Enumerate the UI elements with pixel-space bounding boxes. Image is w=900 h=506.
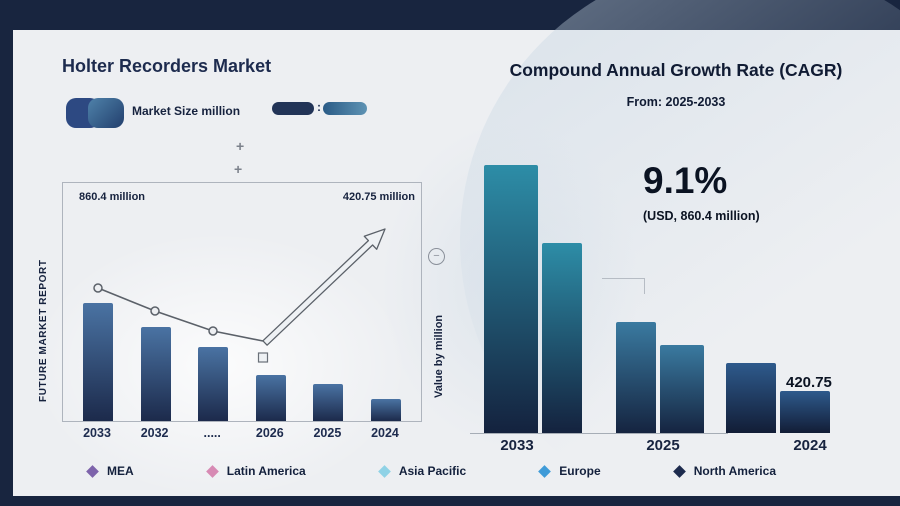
cagr-bar-group-2025 — [616, 322, 704, 433]
market-size-x-axis: 2033 2032..... 2026 2025 2024 — [62, 426, 420, 440]
legend-label: MEA — [107, 464, 134, 478]
cagr-bar-2024-primary — [726, 363, 776, 433]
market-size-legend-icon — [66, 98, 124, 128]
cagr-x-tick-2025: 2025 — [646, 437, 680, 454]
cagr-bar-2033-primary — [484, 165, 538, 433]
plus-decoration-icon: + — [234, 161, 243, 177]
legend-item-asia-pacific: Asia Pacific — [377, 464, 467, 478]
left-chart-title: Holter Recorders Market — [62, 56, 272, 76]
market-size-bar-2025 — [313, 384, 344, 421]
cagr-bar-2025-primary — [616, 322, 656, 433]
legend-label: North America — [693, 464, 776, 478]
market-size-bar-2024 — [370, 399, 401, 421]
cagr-x-tick-2033: 2033 — [500, 437, 534, 454]
decorative-pill-gradient — [323, 102, 367, 115]
x-tick-label: ..... — [203, 426, 221, 440]
legend-diamond-icon — [672, 464, 686, 478]
cagr-bar-2024-secondary — [780, 391, 830, 433]
cagr-bar-2033-secondary — [542, 243, 582, 433]
x-tick-label: 2033 — [83, 426, 111, 440]
cagr-usd-note: (USD, 860.4 million) — [643, 209, 760, 223]
market-size-chart: 860.4 million 420.75 million — [62, 182, 422, 422]
market-size-bar-2032 — [140, 327, 171, 421]
right-y-axis-label: Value by million — [433, 314, 445, 398]
x-tick-label: 2032 — [140, 426, 169, 440]
legend-item-europe: Europe — [538, 464, 601, 478]
market-size-bar-2026 — [255, 375, 286, 421]
legend-diamond-icon — [86, 464, 99, 478]
left-navy-strip — [0, 30, 13, 496]
left-y-axis-label: FUTURE MARKET REPORT — [38, 259, 49, 402]
legend-label: Latin America — [226, 464, 306, 478]
decorative-pill-navy — [272, 102, 314, 115]
cagr-bar-group-2024 — [726, 363, 830, 433]
market-size-legend-label: Market Size million — [132, 104, 241, 118]
cagr-subtitle: From: 2025-2033 — [626, 95, 726, 109]
cagr-x-tick-2024: 2024 — [793, 437, 827, 454]
legend-label: Asia Pacific — [398, 464, 467, 478]
x-tick-label: 2025 — [313, 426, 342, 440]
bottom-navy-bar — [0, 496, 900, 506]
legend-item-mea: MEA — [86, 464, 134, 478]
plus-decoration-icon: + — [236, 138, 245, 154]
circle-minus-decoration-icon: − — [428, 248, 445, 265]
legend-item-latin-america: Latin America — [205, 464, 306, 478]
cagr-x-axis-line — [470, 433, 728, 434]
cagr-bar-group-2033 — [484, 165, 582, 433]
legend-diamond-icon — [538, 464, 552, 478]
corner-bracket-decoration — [602, 278, 645, 294]
legend-diamond-icon — [205, 464, 219, 478]
annotation-860-million: 860.4 million — [79, 191, 146, 203]
cagr-value: 9.1% — [643, 160, 728, 201]
callout-420-75: 420.75 — [786, 374, 832, 391]
annotation-420-million: 420.75 million — [342, 191, 415, 203]
market-size-bar-..... — [198, 347, 229, 421]
region-legend: MEA Latin America Asia Pacific Europe North … — [86, 464, 776, 478]
cagr-title: Compound Annual Growth Rate (CAGR) — [509, 60, 843, 80]
legend-item-north-america: North America — [672, 464, 776, 478]
decorative-pill-colon: : — [317, 100, 321, 114]
market-size-bars — [63, 183, 421, 421]
cagr-bar-2025-secondary — [660, 345, 704, 433]
market-size-bar-2033 — [83, 303, 113, 421]
legend-diamond-icon — [377, 464, 391, 478]
legend-icon-gradient-half — [88, 98, 124, 128]
x-tick-label: 2026 — [255, 426, 284, 440]
legend-label: Europe — [559, 464, 601, 478]
x-tick-label: 2024 — [371, 426, 399, 440]
